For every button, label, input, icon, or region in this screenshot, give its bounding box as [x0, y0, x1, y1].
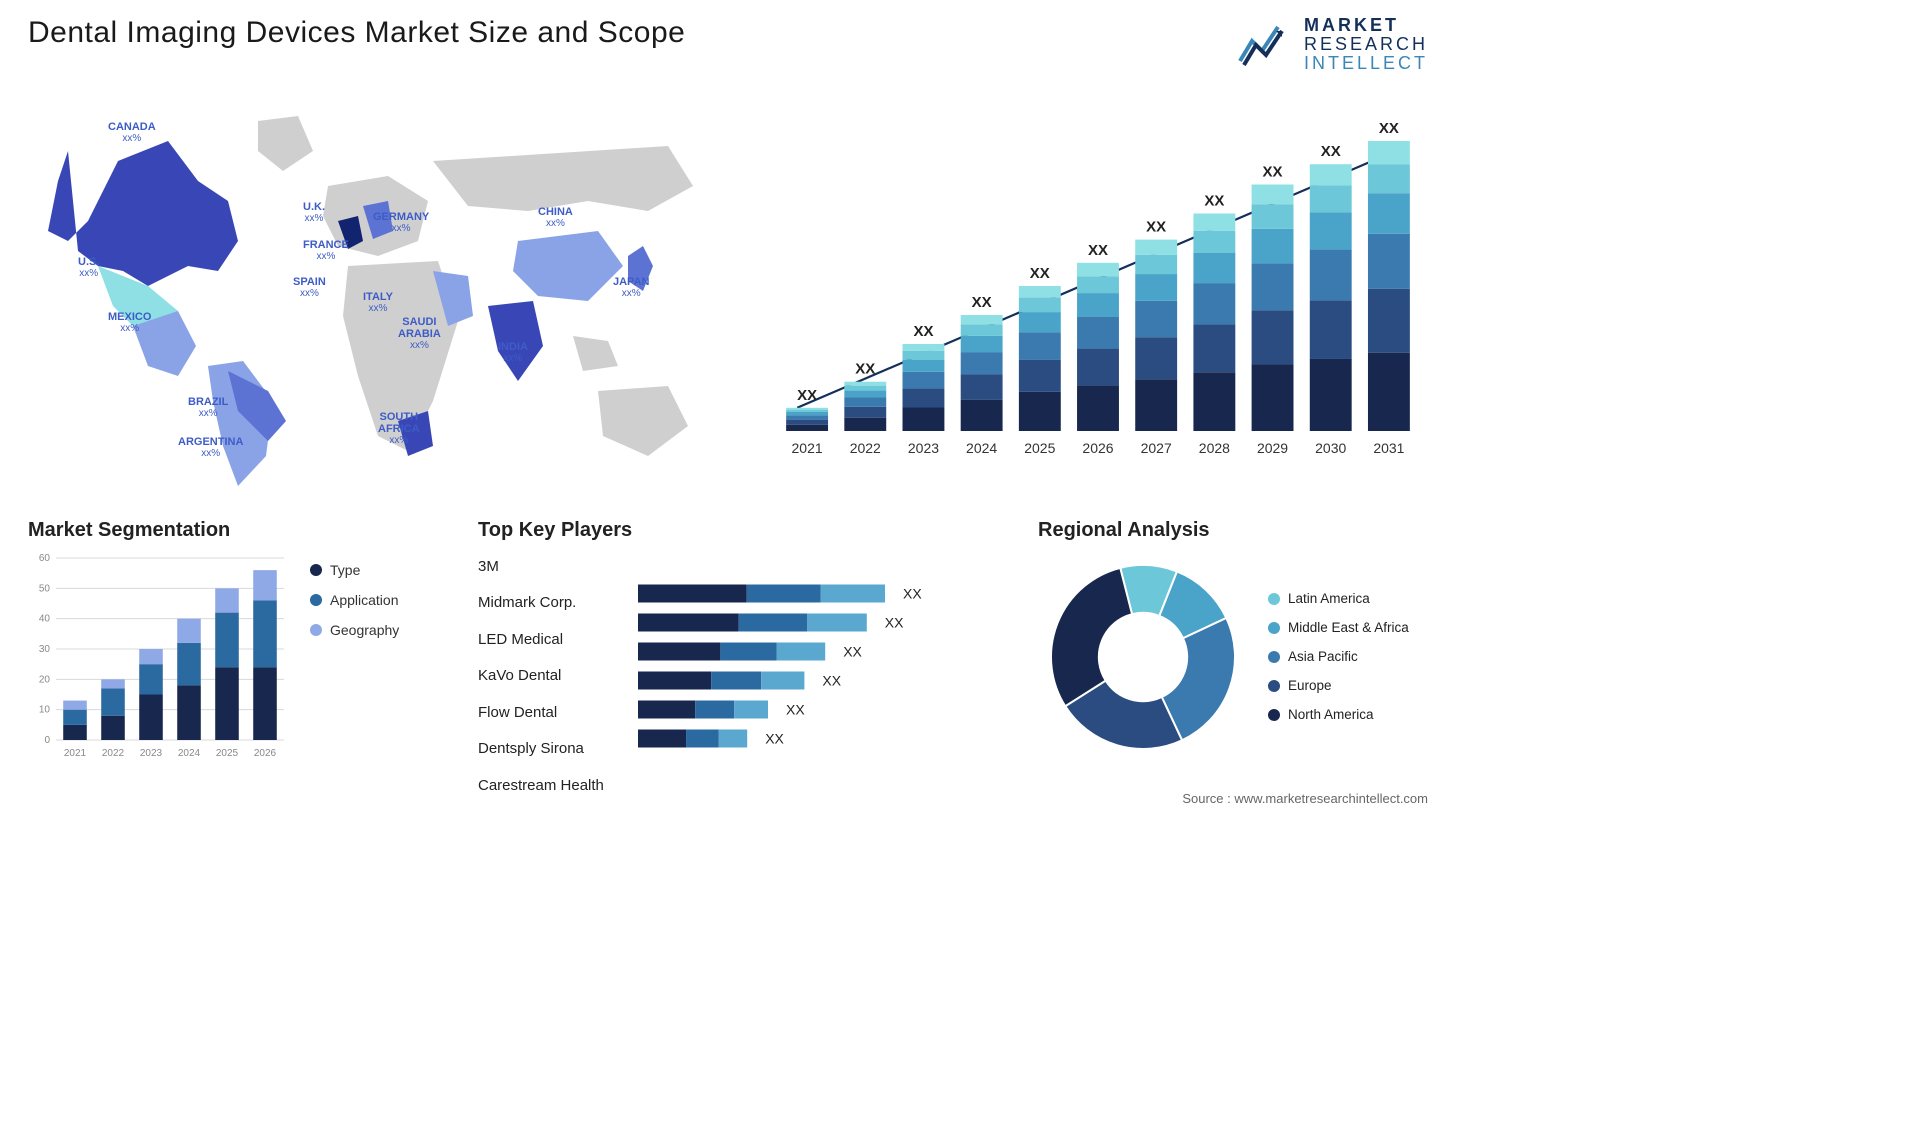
legend-item: Europe: [1268, 678, 1409, 693]
svg-text:XX: XX: [972, 294, 992, 311]
regional-section: Regional Analysis Latin America Middle Ea…: [1038, 519, 1428, 762]
map-country-label: FRANCExx%: [303, 239, 349, 262]
svg-text:50: 50: [39, 583, 51, 594]
svg-text:30: 30: [39, 644, 51, 655]
key-players-chart: XXXXXXXXXXXX: [638, 552, 938, 752]
map-country-label: ITALYxx%: [363, 291, 393, 314]
segmentation-legend: Type Application Geography: [310, 552, 399, 762]
svg-text:2029: 2029: [1257, 440, 1288, 456]
logo-icon: [1238, 21, 1294, 67]
svg-text:XX: XX: [1030, 265, 1050, 282]
world-map: CANADAxx% U.S.xx% MEXICOxx% BRAZILxx% ARGENT…: [28, 91, 728, 491]
svg-text:2023: 2023: [140, 748, 163, 759]
svg-text:2021: 2021: [792, 440, 823, 456]
key-players-section: Top Key Players 3M Midmark Corp. LED Medic…: [478, 519, 1018, 800]
map-country-label: U.S.xx%: [78, 256, 99, 279]
map-country-label: GERMANYxx%: [373, 211, 429, 234]
svg-text:XX: XX: [1263, 163, 1283, 180]
player-label: 3M: [478, 552, 618, 581]
page-title: Dental Imaging Devices Market Size and S…: [28, 16, 685, 50]
svg-text:XX: XX: [1379, 120, 1399, 137]
map-country-label: INDIAxx%: [498, 341, 528, 364]
svg-text:2026: 2026: [1082, 440, 1113, 456]
logo-line-2: RESEARCH: [1304, 35, 1428, 54]
svg-text:2026: 2026: [254, 748, 277, 759]
svg-text:XX: XX: [786, 701, 805, 717]
svg-text:2028: 2028: [1199, 440, 1230, 456]
legend-item: Geography: [310, 622, 399, 638]
svg-text:2025: 2025: [1024, 440, 1055, 456]
svg-text:XX: XX: [913, 323, 933, 340]
svg-text:2025: 2025: [216, 748, 239, 759]
svg-text:XX: XX: [1321, 143, 1341, 160]
map-country-label: SPAINxx%: [293, 276, 326, 299]
player-label: Flow Dental: [478, 698, 618, 727]
svg-text:XX: XX: [855, 360, 875, 377]
svg-text:XX: XX: [843, 643, 862, 659]
map-country-label: CHINAxx%: [538, 206, 573, 229]
svg-text:60: 60: [39, 553, 51, 564]
map-country-label: SOUTHAFRICAxx%: [378, 411, 420, 446]
svg-text:40: 40: [39, 613, 51, 624]
svg-text:XX: XX: [822, 672, 841, 688]
svg-text:2030: 2030: [1315, 440, 1346, 456]
svg-text:20: 20: [39, 674, 51, 685]
source-attribution: Source : www.marketresearchintellect.com: [1182, 791, 1428, 806]
map-country-label: ARGENTINAxx%: [178, 436, 243, 459]
svg-text:2021: 2021: [64, 748, 87, 759]
player-label: Carestream Health: [478, 771, 618, 800]
map-country-label: SAUDIARABIAxx%: [398, 316, 441, 351]
svg-text:0: 0: [44, 735, 50, 746]
main-chart-svg: 2021 XX 2022 XX 2023 XX 2024 XX 2025 XX 2026 XX 2027…: [768, 91, 1428, 461]
svg-text:2022: 2022: [850, 440, 881, 456]
map-country-label: JAPANxx%: [613, 276, 649, 299]
svg-text:XX: XX: [797, 386, 817, 403]
regional-legend: Latin America Middle East & Africa Asia Pa…: [1268, 591, 1409, 722]
segmentation-title: Market Segmentation: [28, 519, 458, 542]
map-country-label: BRAZILxx%: [188, 396, 228, 419]
player-label: Midmark Corp.: [478, 588, 618, 617]
svg-text:2024: 2024: [966, 440, 997, 456]
regional-donut: [1038, 552, 1248, 762]
svg-text:2023: 2023: [908, 440, 939, 456]
logo-line-1: MARKET: [1304, 16, 1428, 35]
regional-title: Regional Analysis: [1038, 519, 1428, 542]
map-country-label: CANADAxx%: [108, 121, 156, 144]
svg-text:2031: 2031: [1373, 440, 1404, 456]
svg-text:XX: XX: [1204, 192, 1224, 209]
legend-item: Asia Pacific: [1268, 649, 1409, 664]
player-label: KaVo Dental: [478, 661, 618, 690]
segmentation-section: Market Segmentation 0 10 20 30 40 50 60 2021 202…: [28, 519, 458, 762]
player-label: Dentsply Sirona: [478, 734, 618, 763]
svg-text:2024: 2024: [178, 748, 201, 759]
key-players-title: Top Key Players: [478, 519, 1018, 542]
legend-item: North America: [1268, 707, 1409, 722]
svg-text:2022: 2022: [102, 748, 125, 759]
svg-text:10: 10: [39, 704, 51, 715]
legend-item: Application: [310, 592, 399, 608]
svg-text:XX: XX: [903, 585, 922, 601]
svg-text:XX: XX: [1088, 241, 1108, 258]
legend-item: Type: [310, 562, 399, 578]
svg-text:2027: 2027: [1141, 440, 1172, 456]
segmentation-chart: 0 10 20 30 40 50 60 2021 2022 2023 2024 2025 2026: [28, 552, 288, 762]
logo-line-3: INTELLECT: [1304, 54, 1428, 73]
main-growth-chart: 2021 XX 2022 XX 2023 XX 2024 XX 2025 XX 2026 XX 2027…: [768, 91, 1428, 491]
key-players-labels: 3M Midmark Corp. LED Medical KaVo Dental Flo…: [478, 552, 618, 800]
map-country-label: MEXICOxx%: [108, 311, 151, 334]
svg-text:XX: XX: [765, 730, 784, 746]
legend-item: Latin America: [1268, 591, 1409, 606]
player-label: LED Medical: [478, 625, 618, 654]
svg-text:XX: XX: [1146, 218, 1166, 235]
brand-logo: MARKET RESEARCH INTELLECT: [1238, 16, 1428, 73]
legend-item: Middle East & Africa: [1268, 620, 1409, 635]
map-country-label: U.K.xx%: [303, 201, 325, 224]
svg-text:XX: XX: [885, 614, 904, 630]
